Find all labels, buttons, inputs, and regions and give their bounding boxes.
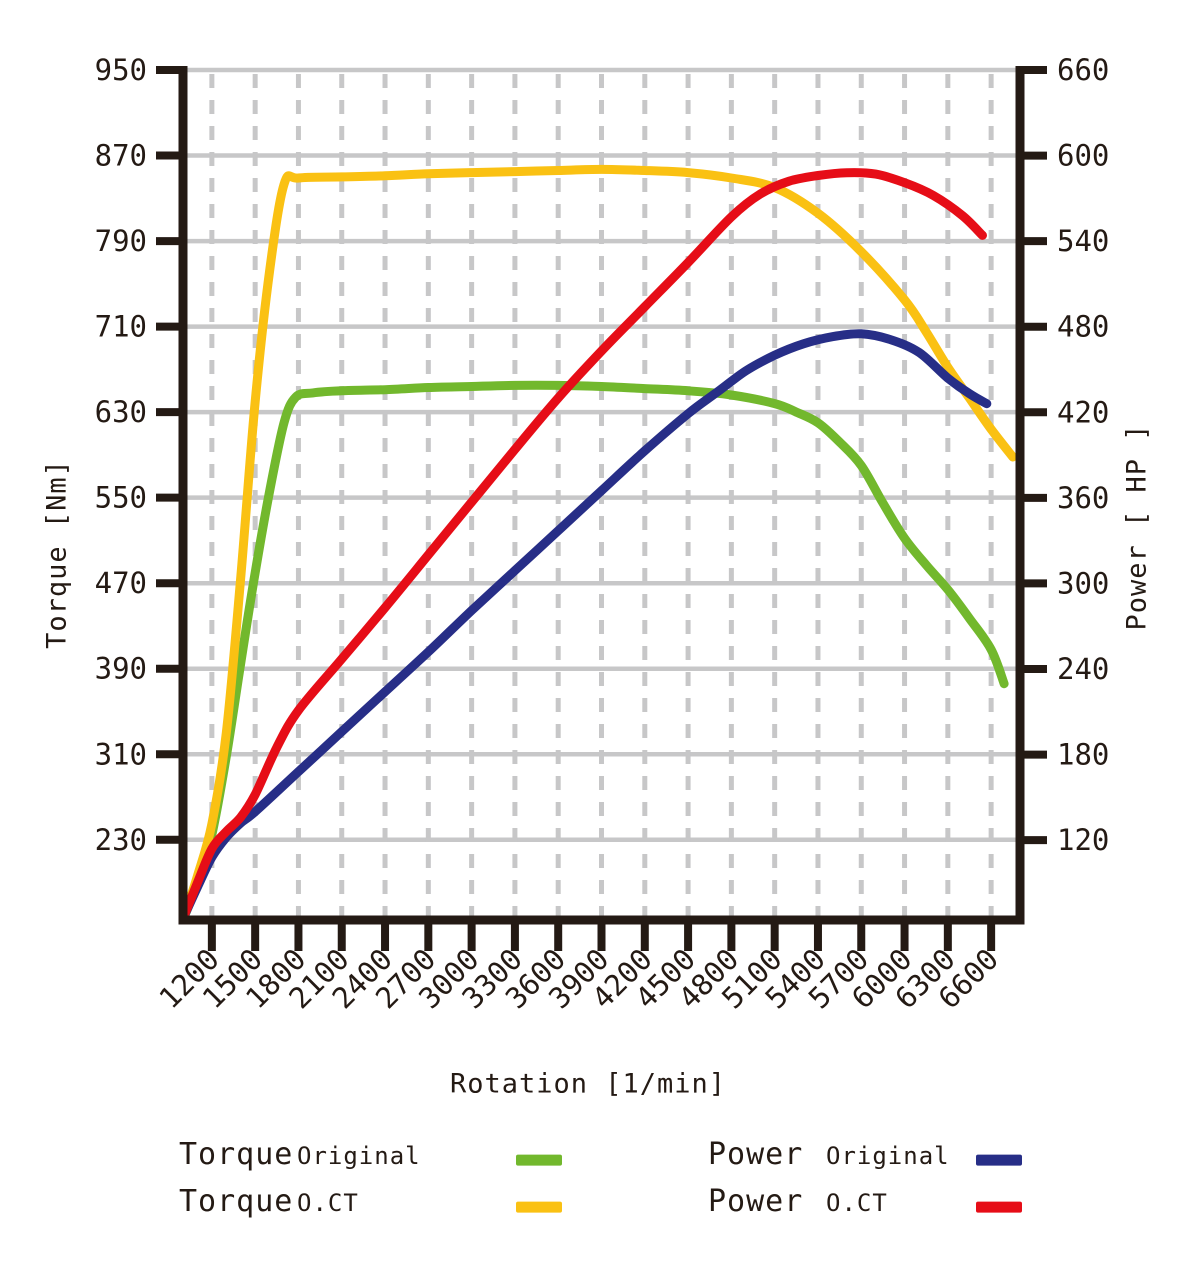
curve-torque-o-ct	[178, 164, 1018, 925]
curve-power-o-ct	[178, 168, 987, 924]
left-axis-tick-label: 790	[95, 224, 147, 258]
legend-item-torque-original: Torque Original	[179, 1137, 562, 1184]
legend-variant-label: Original	[826, 1142, 950, 1170]
legend-variant-label: O.CT	[826, 1189, 888, 1217]
legend-color-swatch	[976, 1201, 1022, 1213]
right-axis-tick-label: 540	[1057, 224, 1109, 258]
right-axis-tick-label: 180	[1057, 738, 1109, 772]
right-axis-tick-label: 420	[1057, 395, 1109, 429]
legend-group-label: Torque	[179, 1184, 294, 1219]
right-axis-tick-label: 600	[1057, 139, 1109, 173]
x-axis-title: Rotation [1/min]	[449, 1068, 727, 1100]
left-axis-tick-label: 230	[95, 823, 147, 857]
legend-item-torque-o-ct: Torque O.CT	[179, 1184, 562, 1231]
right-axis-title: Power [ HP ]	[1121, 423, 1153, 631]
left-axis-tick-label: 710	[95, 310, 147, 344]
left-axis-title: Torque [Nm]	[41, 459, 73, 649]
right-axis-tick-label: 660	[1057, 53, 1109, 87]
left-axis-tick-label: 630	[95, 395, 147, 429]
legend-group-label: Torque	[179, 1137, 294, 1172]
left-axis-tick-label: 390	[95, 652, 147, 686]
right-axis-tick-label: 300	[1057, 566, 1109, 600]
legend-variant-label: O.CT	[297, 1189, 359, 1217]
right-axis-tick-label: 240	[1057, 652, 1109, 686]
curve-power-original	[178, 329, 992, 924]
legend-group-label: Power	[708, 1184, 804, 1219]
right-axis-tick-label: 360	[1057, 481, 1109, 515]
legend-color-swatch	[516, 1154, 562, 1166]
legend-torque-column: Torque Original Torque O.CT	[179, 1137, 562, 1231]
legend-power-column: Power Original Power O.CT	[708, 1137, 1022, 1231]
legend-color-swatch	[516, 1201, 562, 1213]
left-axis-tick-label: 870	[95, 139, 147, 173]
legend-color-swatch	[976, 1154, 1022, 1166]
legend-item-power-o-ct: Power O.CT	[708, 1184, 1022, 1231]
left-axis-tick-label: 470	[95, 566, 147, 600]
legend-variant-label: Original	[297, 1142, 421, 1170]
curve-torque-original	[178, 380, 1009, 925]
right-axis-tick-label: 480	[1057, 310, 1109, 344]
legend-item-power-original: Power Original	[708, 1137, 1022, 1184]
left-axis-tick-label: 950	[95, 53, 147, 87]
left-axis-tick-label: 550	[95, 481, 147, 515]
right-axis-tick-label: 120	[1057, 823, 1109, 857]
legend-group-label: Power	[708, 1137, 804, 1172]
left-axis-tick-label: 310	[95, 737, 147, 771]
